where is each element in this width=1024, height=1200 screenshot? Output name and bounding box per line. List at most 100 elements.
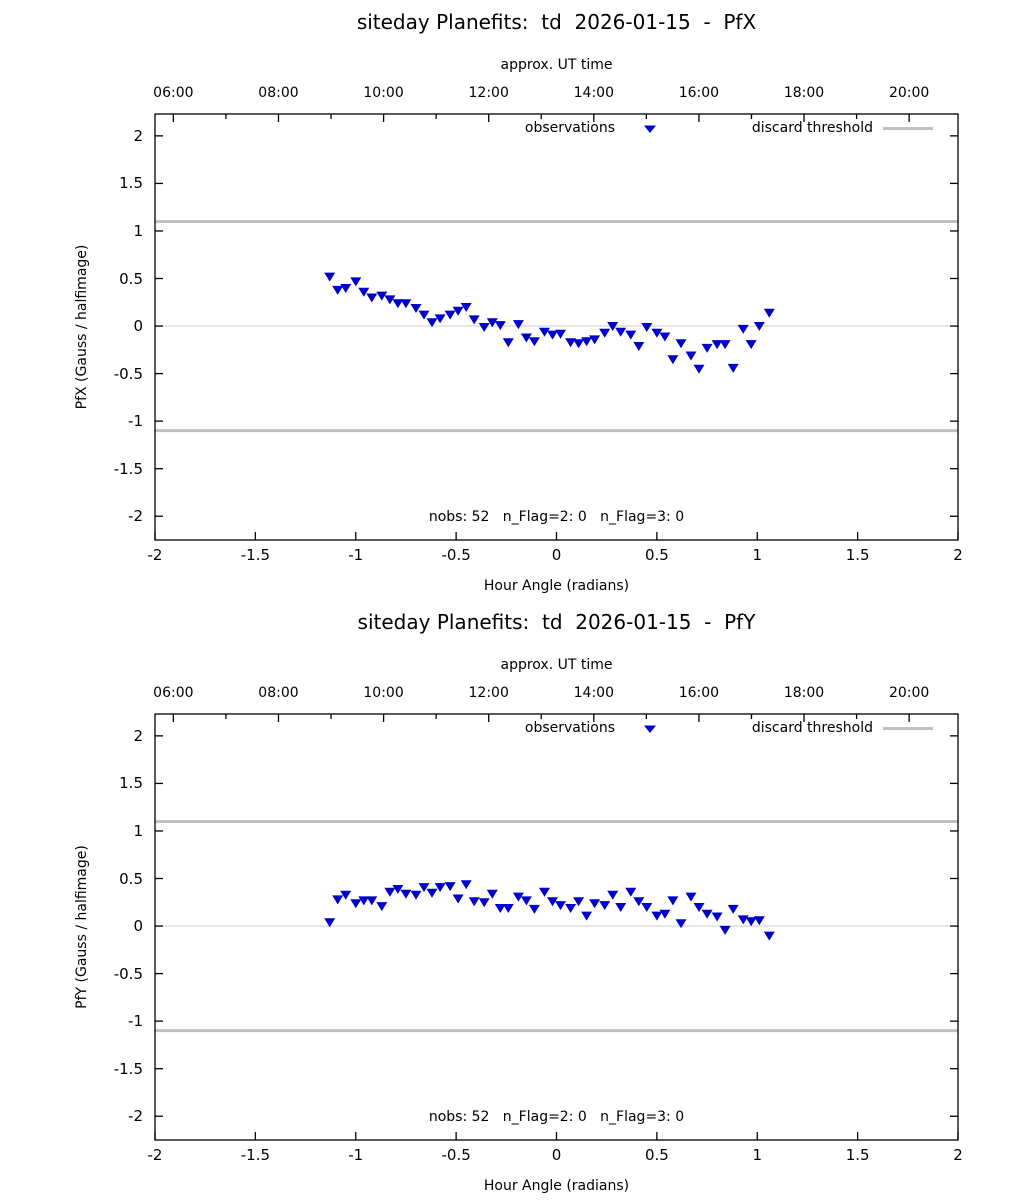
observation-marker	[418, 883, 430, 893]
observation-marker	[418, 310, 430, 320]
observation-marker	[547, 897, 558, 907]
observation-marker	[615, 903, 627, 912]
observation-marker	[520, 896, 532, 906]
observation-marker	[745, 917, 757, 927]
observation-marker	[539, 327, 550, 337]
chart-title: siteday Planefits: td 2026-01-15 - PfY	[357, 610, 756, 634]
observation-marker	[719, 925, 731, 935]
observation-marker	[581, 337, 593, 347]
x-axis-title: Hour Angle (radians)	[483, 578, 630, 594]
observation-marker	[737, 324, 749, 334]
plot-border	[154, 113, 959, 541]
observation-marker	[763, 931, 775, 941]
observation-marker	[685, 892, 697, 902]
observation-marker	[737, 915, 749, 925]
observation-marker	[460, 303, 472, 312]
observation-marker	[599, 901, 611, 911]
observation-marker	[478, 323, 490, 332]
observation-marker	[547, 330, 558, 340]
legend-threshold-label: discard threshold	[751, 720, 873, 736]
observation-marker	[589, 899, 601, 909]
triangle-down-marker-icon	[644, 725, 656, 733]
top-axis-title: approx. UT time	[500, 657, 613, 673]
observation-marker	[502, 338, 514, 348]
observation-marker	[350, 277, 362, 287]
observation-marker	[392, 885, 404, 894]
observation-marker	[651, 911, 663, 921]
observation-marker	[607, 890, 619, 900]
observation-marker	[625, 887, 637, 897]
observation-marker	[573, 897, 585, 907]
triangle-down-marker-icon	[644, 125, 656, 133]
observation-marker	[512, 320, 524, 330]
observation-marker	[434, 314, 446, 324]
observation-marker	[384, 887, 396, 897]
observation-marker	[701, 909, 713, 919]
observation-marker	[753, 916, 765, 926]
observation-marker	[528, 337, 540, 347]
legend-threshold-line-sample	[883, 727, 933, 730]
observation-marker	[607, 322, 619, 331]
chart-panel-pfy: siteday Planefits: td 2026-01-15 - PfY a…	[0, 600, 1024, 1200]
observation-marker	[719, 340, 731, 350]
legend-threshold-label: discard threshold	[751, 120, 873, 136]
plot-area	[154, 113, 959, 541]
observation-marker	[599, 328, 611, 338]
observation-marker	[340, 890, 352, 900]
observation-marker	[555, 329, 566, 339]
observation-marker	[478, 898, 490, 908]
observation-marker	[460, 880, 472, 890]
observation-marker	[565, 338, 577, 348]
observation-marker	[693, 364, 705, 374]
observation-marker	[641, 323, 653, 332]
observation-marker	[693, 903, 705, 912]
observation-marker	[340, 284, 352, 293]
observation-marker	[512, 892, 524, 902]
chart-panel-pfx: siteday Planefits: td 2026-01-15 - PfX a…	[74, 10, 963, 594]
observation-marker	[659, 909, 671, 919]
observation-marker	[494, 904, 506, 913]
observation-marker	[539, 887, 550, 897]
plot-border	[154, 713, 959, 1141]
plot-area	[154, 713, 959, 1141]
observation-marker	[350, 899, 362, 909]
observation-marker	[358, 287, 370, 297]
top-axis-title: approx. UT time	[500, 57, 613, 73]
observation-marker	[452, 894, 464, 904]
observation-marker	[486, 318, 498, 328]
observation-marker	[641, 903, 653, 912]
observation-marker	[434, 883, 446, 893]
observation-marker	[753, 322, 765, 331]
observation-marker	[376, 902, 388, 912]
observation-marker	[573, 339, 585, 349]
observation-marker	[555, 901, 566, 911]
observation-marker	[444, 882, 456, 892]
observation-marker	[727, 363, 739, 373]
observation-marker	[324, 272, 336, 282]
observation-marker	[502, 904, 514, 913]
legend-observations-label: observations	[524, 720, 615, 736]
legend-threshold-line-sample	[883, 127, 933, 130]
observation-marker	[400, 299, 412, 309]
observation-marker	[667, 896, 679, 906]
stats-annotation: nobs: 52 n_Flag=2: 0 n_Flag=3: 0	[428, 509, 685, 525]
observation-marker	[358, 896, 370, 906]
observation-marker	[615, 327, 627, 337]
observation-marker	[633, 897, 645, 907]
observation-marker	[711, 912, 723, 922]
observation-marker	[633, 342, 645, 351]
observation-marker	[366, 293, 378, 303]
observation-marker	[392, 299, 404, 309]
observation-marker	[565, 904, 577, 913]
observation-marker	[486, 889, 498, 899]
observation-marker	[625, 330, 637, 340]
observation-marker	[581, 911, 593, 921]
observation-marker	[452, 306, 464, 316]
observation-marker	[667, 355, 679, 365]
observation-marker	[400, 889, 412, 899]
observation-marker	[520, 333, 532, 343]
x-axis-title: Hour Angle (radians)	[483, 1178, 630, 1194]
observation-marker	[410, 304, 422, 313]
observation-marker	[376, 291, 388, 301]
observation-marker	[589, 335, 601, 345]
